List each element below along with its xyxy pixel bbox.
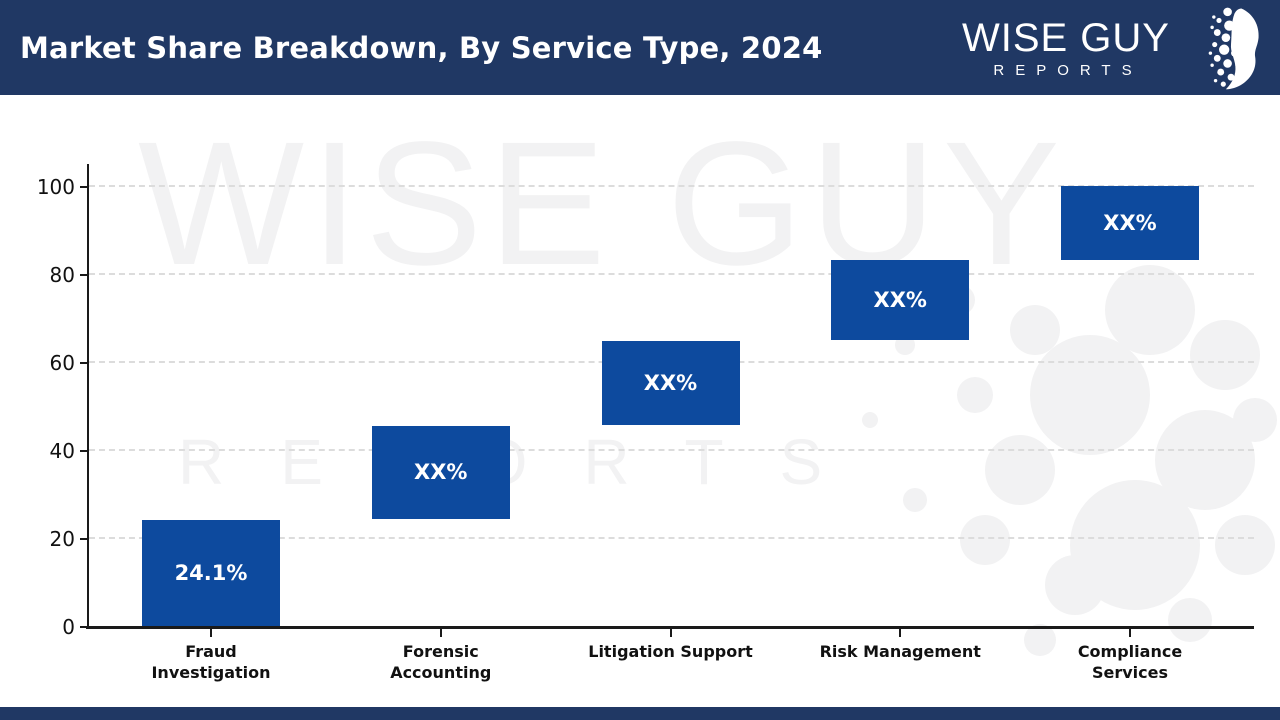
bar-value-label: XX% <box>643 370 698 395</box>
bar-segment: XX% <box>1061 186 1199 260</box>
x-tick <box>899 629 902 637</box>
y-axis-line <box>87 164 89 628</box>
gridline-100 <box>89 185 1254 187</box>
y-tick-100 <box>80 186 87 188</box>
y-tick-label-100: 100 <box>36 175 75 199</box>
bar-segment: 24.1% <box>142 519 280 626</box>
watermark-subtitle: REPORTS <box>178 426 879 498</box>
x-category-label: Forensic Accounting <box>390 642 492 682</box>
x-category-label: Fraud Investigation <box>151 642 271 682</box>
y-tick-80 <box>80 274 87 276</box>
bar-value-label: 24.1% <box>174 560 248 585</box>
x-category-label: Risk Management <box>819 642 981 661</box>
wiseguy-logo: WISE GUY REPORTS <box>962 4 1280 92</box>
y-tick-60 <box>80 362 87 364</box>
y-tick-label-40: 40 <box>49 439 75 463</box>
x-tick <box>439 629 442 637</box>
bar-segment: XX% <box>601 340 740 425</box>
y-tick-40 <box>80 450 87 452</box>
bar-value-label: XX% <box>414 460 468 485</box>
gridline-40 <box>89 449 1254 451</box>
bar-segment: XX% <box>371 425 510 520</box>
logo-subtitle: REPORTS <box>993 61 1143 79</box>
y-tick-20 <box>80 538 87 540</box>
y-tick-0 <box>80 626 87 628</box>
x-tick <box>1129 629 1131 637</box>
y-tick-label-80: 80 <box>49 263 75 287</box>
bar-value-label: XX% <box>1103 210 1157 235</box>
x-category-label: Compliance Services <box>1077 642 1183 682</box>
logo-head-icon <box>1208 7 1259 89</box>
bar-value-label: XX% <box>873 287 927 312</box>
y-tick-label-60: 60 <box>49 351 75 375</box>
gridline-80 <box>89 273 1254 275</box>
logo-text: WISE GUY REPORTS <box>962 18 1170 78</box>
x-category-label: Litigation Support <box>588 642 753 661</box>
x-tick <box>669 629 672 637</box>
x-axis-line <box>86 626 1254 629</box>
gridline-20 <box>89 537 1254 539</box>
bar-segment: XX% <box>831 259 970 340</box>
logo-wordmark: WISE GUY <box>961 15 1170 60</box>
y-tick-label-0: 0 <box>62 615 75 639</box>
header: Market Share Breakdown, By Service Type,… <box>0 0 1280 95</box>
page-title: Market Share Breakdown, By Service Type,… <box>20 30 823 65</box>
y-tick-label-20: 20 <box>49 527 75 551</box>
x-tick <box>210 629 212 637</box>
footer-bar <box>0 707 1280 720</box>
